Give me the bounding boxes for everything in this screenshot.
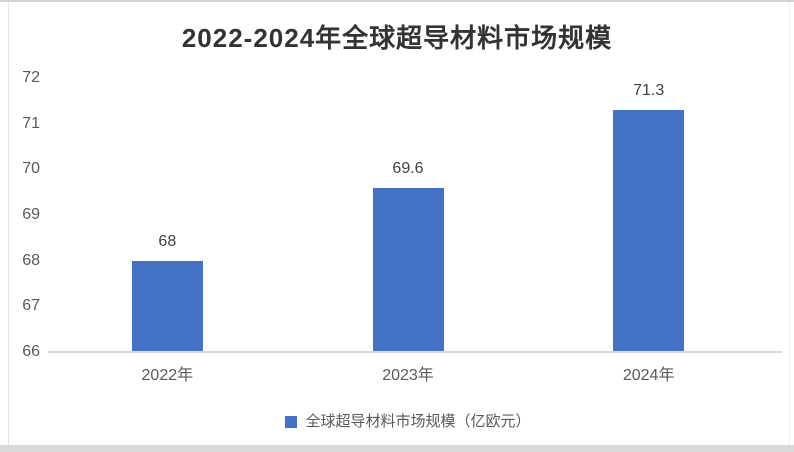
x-axis-category-label: 2024年 [622,367,675,384]
chart-title: 2022-2024年全球超导材料市场规模 [181,23,613,53]
x-axis-category-label: 2022年 [141,367,194,384]
y-axis-tick-label: 66 [22,343,40,360]
y-axis-tick-label: 70 [22,160,40,178]
y-axis-tick-label: 68 [22,251,40,269]
frame-top-border [0,0,794,2]
y-axis-tick-label: 69 [22,206,40,223]
legend: 全球超导材料市场规模（亿欧元） [47,413,769,431]
y-axis-tick-label: 71 [22,114,40,132]
bar-2024年 [613,109,685,351]
frame-bottom-shadow [0,445,794,452]
bar-2022年 [131,260,203,351]
data-label: 69.6 [392,159,424,177]
frame-right-border [789,2,790,445]
bar-2023年 [372,187,444,351]
x-axis-line [48,351,782,353]
frame-left-border [8,2,9,445]
data-label: 71.3 [633,81,665,99]
y-axis-tick-label: 72 [22,69,40,86]
data-label: 68 [158,232,177,250]
y-axis-tick-label: 67 [22,297,40,315]
legend-label: 全球超导材料市场规模（亿欧元） [305,413,531,430]
legend-swatch [285,416,298,428]
x-axis-category-label: 2023年 [382,367,434,384]
